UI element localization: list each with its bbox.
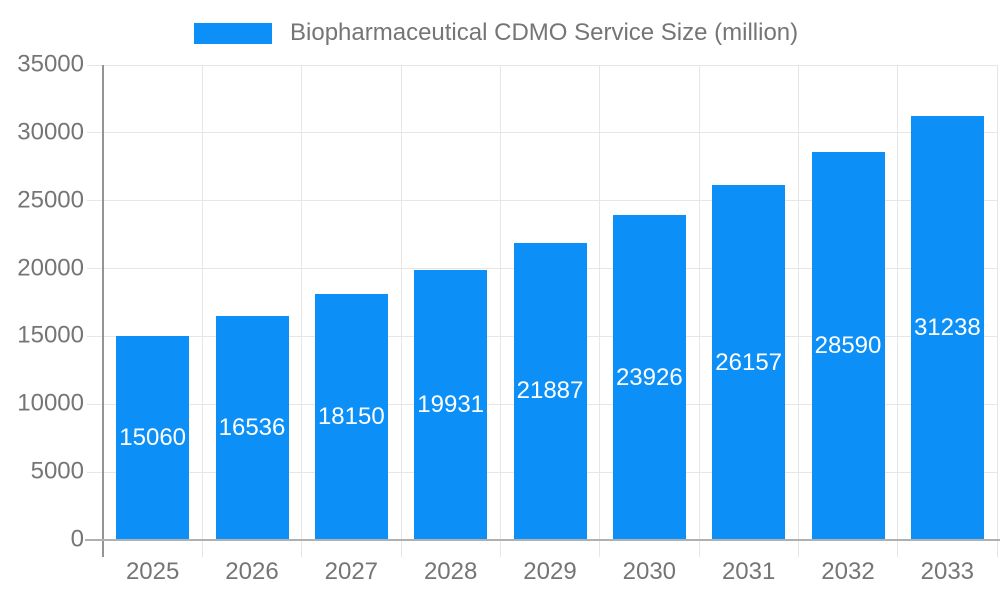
bar: 31238: [910, 116, 984, 540]
bar-value-label: 16536: [218, 413, 286, 441]
x-tick-label: 2032: [821, 558, 875, 585]
y-tick-label: 20000: [17, 254, 84, 282]
x-tick-label: 2026: [225, 558, 279, 585]
h-gridline: [87, 64, 997, 66]
bar-value-label: 23926: [615, 363, 683, 391]
bar: 23926: [612, 215, 686, 540]
y-axis-line: [102, 65, 104, 557]
x-tick-label: 2030: [622, 558, 677, 585]
y-tick-label: 5000: [30, 457, 84, 485]
bar-value-label: 31238: [913, 314, 981, 342]
y-tick-label: 15000: [17, 321, 84, 349]
bar-value-label: 21887: [516, 377, 584, 405]
v-gridline: [698, 65, 700, 557]
y-tick-label: 0: [70, 525, 84, 553]
bar-value-label: 15060: [119, 423, 187, 451]
x-tick-label: 2031: [721, 558, 776, 585]
bar: 16536: [215, 315, 289, 540]
bar: 19931: [414, 269, 488, 540]
v-gridline: [499, 65, 501, 557]
v-gridline: [797, 65, 799, 557]
bar-value-label: 28590: [814, 332, 882, 359]
x-tick-label: 2029: [523, 558, 577, 585]
x-tick-label: 2033: [920, 558, 975, 585]
h-gridline: [87, 132, 997, 134]
x-tick-label: 2028: [423, 558, 478, 585]
legend: Biopharmaceutical CDMO Service Size (mil…: [194, 12, 798, 54]
legend-label: Biopharmaceutical CDMO Service Size (mil…: [290, 19, 799, 46]
v-gridline: [201, 65, 203, 557]
y-tick-label: 25000: [17, 186, 84, 214]
plot-area: 15060 16536 18150 19931 21887 23926 26157 28590…: [87, 64, 998, 557]
x-tick-label: 2025: [125, 558, 180, 585]
v-gridline: [400, 65, 402, 557]
bar-value-label: 18150: [317, 402, 385, 430]
bar: 15060: [116, 335, 190, 540]
bar: 18150: [314, 293, 388, 540]
y-tick-label: 35000: [17, 50, 84, 78]
bar-value-label: 26157: [715, 348, 783, 376]
v-gridline: [996, 65, 998, 557]
y-tick-label: 30000: [17, 118, 84, 146]
v-gridline: [301, 65, 303, 557]
legend-swatch: [194, 22, 272, 44]
bar-value-label: 19931: [417, 390, 485, 418]
v-gridline: [897, 65, 899, 557]
y-tick-label: 10000: [17, 389, 84, 417]
bar: 28590: [811, 152, 885, 540]
bar: 21887: [513, 242, 587, 540]
h-gridline: [87, 200, 997, 202]
x-axis-line: [85, 539, 1000, 541]
v-gridline: [599, 65, 601, 557]
x-tick-label: 2027: [324, 558, 379, 585]
bar: 26157: [712, 185, 786, 540]
